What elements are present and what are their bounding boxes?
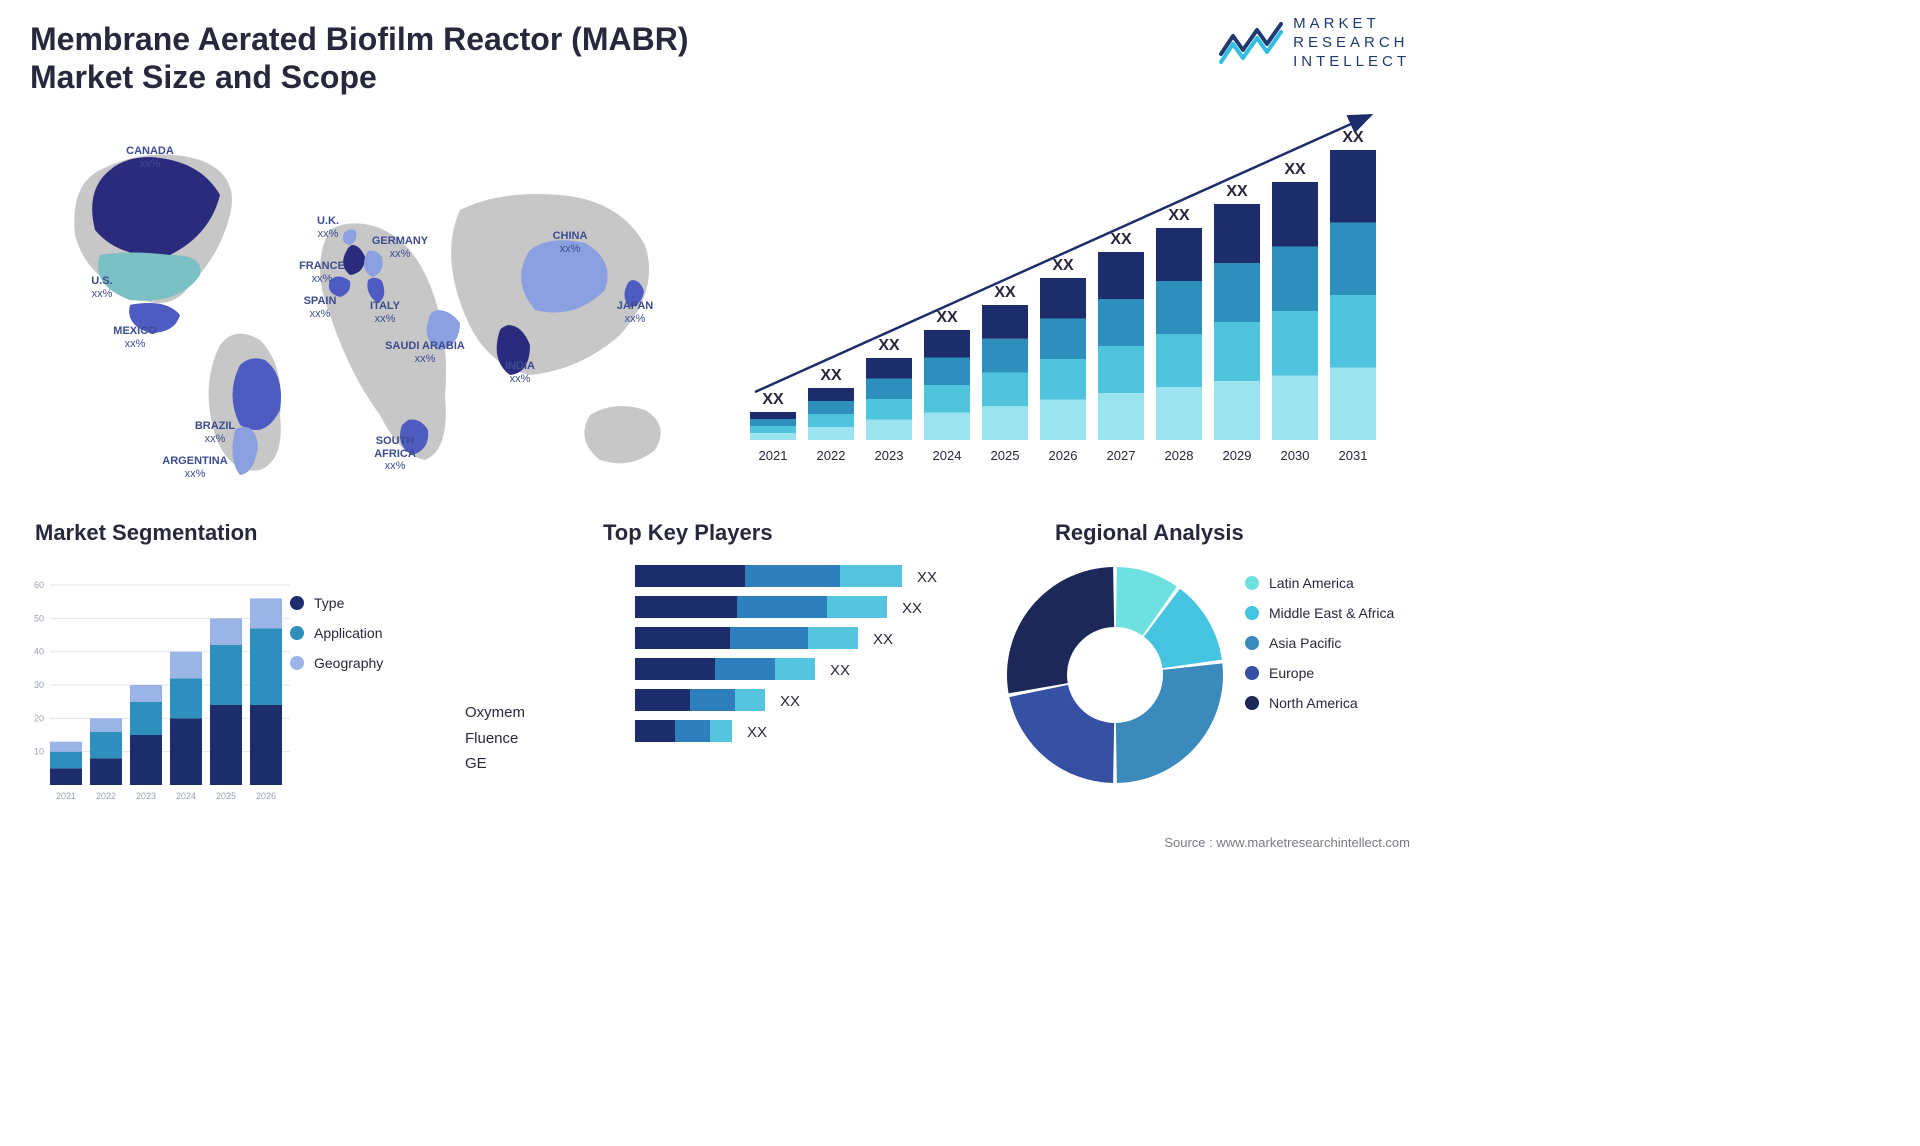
svg-text:20: 20	[34, 713, 44, 723]
svg-text:XX: XX	[902, 600, 922, 617]
segmentation-title: Market Segmentation	[35, 520, 258, 546]
svg-text:2026: 2026	[256, 791, 276, 801]
svg-text:10: 10	[34, 747, 44, 757]
svg-text:2022: 2022	[817, 448, 846, 463]
map-label: INDIAxx%	[480, 360, 560, 385]
world-map: CANADAxx% U.S.xx% MEXICOxx% BRAZILxx% ARGENT…	[30, 115, 700, 495]
map-label: U.S.xx%	[62, 275, 142, 300]
map-label: U.K.xx%	[288, 215, 368, 240]
market-growth-chart: XX 2021 XX 2022 XX 2023 XX 2024 XX 2025 XX 2026 XX 20…	[740, 110, 1390, 470]
map-label: SOUTH AFRICAxx%	[355, 435, 435, 473]
svg-text:XX: XX	[878, 337, 900, 354]
svg-text:2030: 2030	[1281, 448, 1310, 463]
svg-text:2021: 2021	[56, 791, 76, 801]
svg-text:XX: XX	[830, 662, 850, 679]
regional-donut	[1000, 560, 1230, 790]
map-label: JAPANxx%	[595, 300, 675, 325]
svg-text:XX: XX	[994, 284, 1016, 301]
svg-text:XX: XX	[1226, 183, 1248, 200]
svg-text:40: 40	[34, 647, 44, 657]
svg-text:2022: 2022	[96, 791, 116, 801]
legend-item: Latin America	[1245, 575, 1394, 591]
top-players-title: Top Key Players	[603, 520, 773, 546]
svg-text:2021: 2021	[759, 448, 788, 463]
legend-item: Type	[290, 595, 383, 611]
svg-text:XX: XX	[936, 309, 958, 326]
map-label: GERMANYxx%	[360, 235, 440, 260]
svg-text:2031: 2031	[1339, 448, 1368, 463]
svg-text:2025: 2025	[216, 791, 236, 801]
svg-text:XX: XX	[873, 631, 893, 648]
svg-text:2024: 2024	[933, 448, 962, 463]
player-name: Oxymem	[465, 700, 525, 726]
legend-item: Europe	[1245, 665, 1394, 681]
map-label: SAUDI ARABIAxx%	[385, 340, 465, 365]
legend-item: Asia Pacific	[1245, 635, 1394, 651]
svg-text:XX: XX	[1284, 161, 1306, 178]
svg-text:2023: 2023	[875, 448, 904, 463]
svg-text:2026: 2026	[1049, 448, 1078, 463]
svg-text:XX: XX	[917, 569, 937, 586]
legend-item: Middle East & Africa	[1245, 605, 1394, 621]
svg-text:XX: XX	[1110, 231, 1132, 248]
svg-text:XX: XX	[1168, 207, 1190, 224]
svg-text:XX: XX	[820, 367, 842, 384]
svg-text:50: 50	[34, 613, 44, 623]
brand-logo: MARKET RESEARCH INTELLECT	[1219, 15, 1410, 71]
map-label: ARGENTINAxx%	[155, 455, 235, 480]
map-label: CHINAxx%	[530, 230, 610, 255]
legend-item: North America	[1245, 695, 1394, 711]
map-label: BRAZILxx%	[175, 420, 255, 445]
legend-item: Geography	[290, 655, 383, 671]
top-players-names: OxymemFluenceGE	[465, 700, 525, 777]
svg-text:XX: XX	[780, 693, 800, 710]
svg-text:30: 30	[34, 680, 44, 690]
top-players-chart: XX XX XX XX XX XX	[465, 555, 955, 810]
svg-text:XX: XX	[762, 391, 784, 408]
brand-logo-text: MARKET RESEARCH INTELLECT	[1293, 15, 1410, 71]
map-label: CANADAxx%	[110, 145, 190, 170]
legend-item: Application	[290, 625, 383, 641]
segmentation-legend: Type Application Geography	[290, 595, 383, 685]
svg-text:2024: 2024	[176, 791, 196, 801]
svg-text:2028: 2028	[1165, 448, 1194, 463]
svg-text:XX: XX	[1052, 257, 1074, 274]
svg-text:2025: 2025	[991, 448, 1020, 463]
source-line: Source : www.marketresearchintellect.com	[1164, 835, 1410, 850]
svg-text:60: 60	[34, 580, 44, 590]
page-title: Membrane Aerated Biofilm Reactor (MABR) …	[30, 20, 730, 97]
regional-title: Regional Analysis	[1055, 520, 1244, 546]
svg-text:XX: XX	[1342, 129, 1364, 146]
svg-text:2029: 2029	[1223, 448, 1252, 463]
player-name: GE	[465, 751, 525, 777]
svg-text:XX: XX	[747, 724, 767, 741]
svg-text:2023: 2023	[136, 791, 156, 801]
map-label: ITALYxx%	[345, 300, 425, 325]
player-name: Fluence	[465, 726, 525, 752]
regional-legend: Latin America Middle East & Africa Asia Pa…	[1245, 575, 1394, 725]
map-label: FRANCExx%	[282, 260, 362, 285]
map-label: MEXICOxx%	[95, 325, 175, 350]
brand-logo-icon	[1219, 20, 1283, 66]
svg-text:2027: 2027	[1107, 448, 1136, 463]
